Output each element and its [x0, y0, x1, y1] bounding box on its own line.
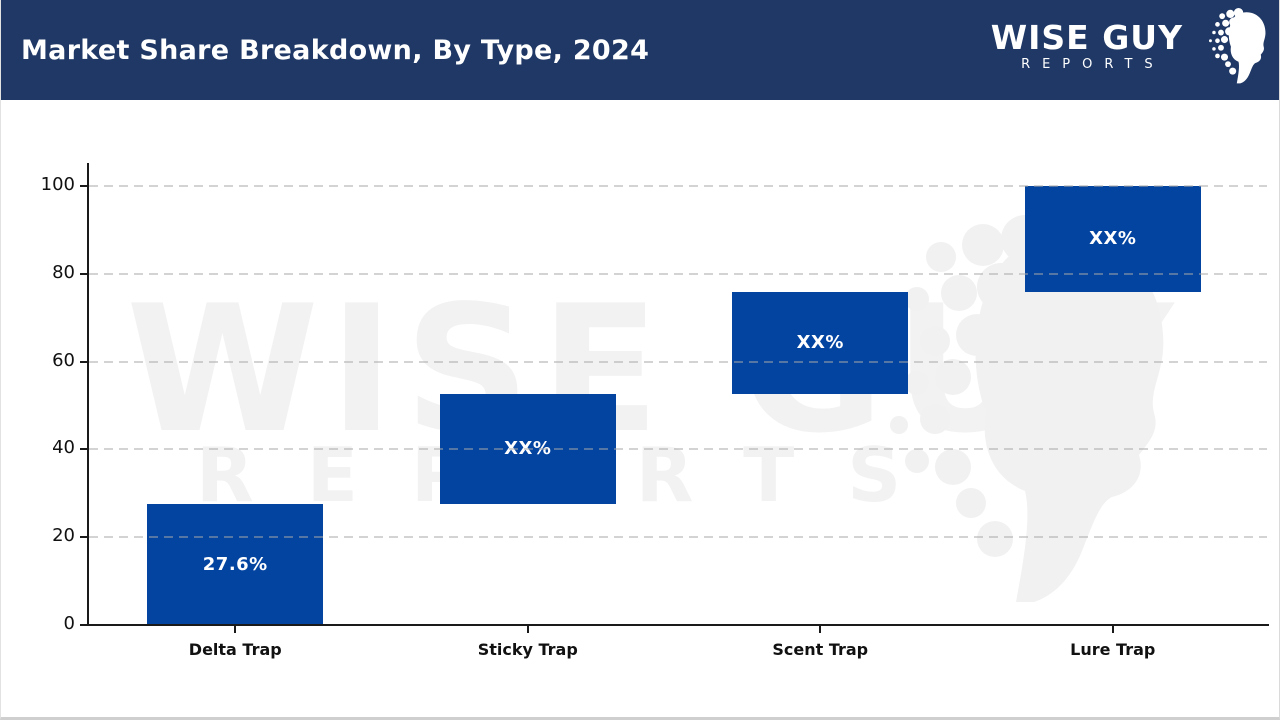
y-tick-label: 100 — [40, 174, 75, 195]
y-axis-line — [87, 163, 89, 626]
bar-value-label: XX% — [796, 332, 844, 354]
x-tick — [1111, 626, 1114, 633]
bar-value-label: 27.6% — [202, 553, 268, 575]
gridline-80 — [89, 272, 1267, 275]
x-axis-line — [87, 624, 1269, 626]
x-tick — [819, 626, 822, 633]
y-tick-label: 40 — [52, 437, 75, 459]
y-tick — [80, 448, 88, 451]
y-tick-label: 60 — [52, 349, 75, 371]
x-category-label: Sticky Trap — [477, 640, 578, 659]
gridline-100 — [89, 185, 1267, 187]
gridline-20 — [89, 536, 1267, 539]
logo-wordmark: WISE GUY — [990, 18, 1183, 58]
wise-guy-logo: WISE GUY REPORTS — [991, 8, 1269, 84]
y-tick-label: 0 — [63, 613, 75, 634]
x-tick — [526, 626, 529, 633]
gridline-60 — [89, 360, 1267, 363]
bar-delta-trap: 27.6% — [147, 503, 324, 625]
bar-value-label: XX% — [1089, 228, 1137, 250]
logo-text: WISE GUY REPORTS — [990, 18, 1183, 72]
bar-scent-trap: XX% — [732, 291, 909, 395]
x-tick — [234, 626, 237, 633]
y-tick — [80, 185, 88, 187]
y-tick — [80, 272, 88, 275]
logo-face-icon — [1209, 8, 1266, 84]
x-category-label: Delta Trap — [188, 640, 282, 659]
logo-subtitle: REPORTS — [1021, 56, 1165, 72]
y-tick — [80, 360, 88, 363]
gridline-40 — [89, 448, 1267, 451]
x-category-label: Scent Trap — [772, 640, 869, 659]
x-category-label: Lure Trap — [1070, 640, 1156, 659]
y-tick — [80, 624, 88, 626]
y-tick-label: 20 — [52, 525, 75, 547]
bar-lure-trap: XX% — [1024, 186, 1201, 292]
y-tick-label: 80 — [52, 261, 75, 283]
page-title: Market Share Breakdown, By Type, 2024 — [21, 34, 650, 66]
header-bar: Market Share Breakdown, By Type, 2024 WI… — [1, 0, 1279, 100]
y-tick — [80, 536, 88, 539]
